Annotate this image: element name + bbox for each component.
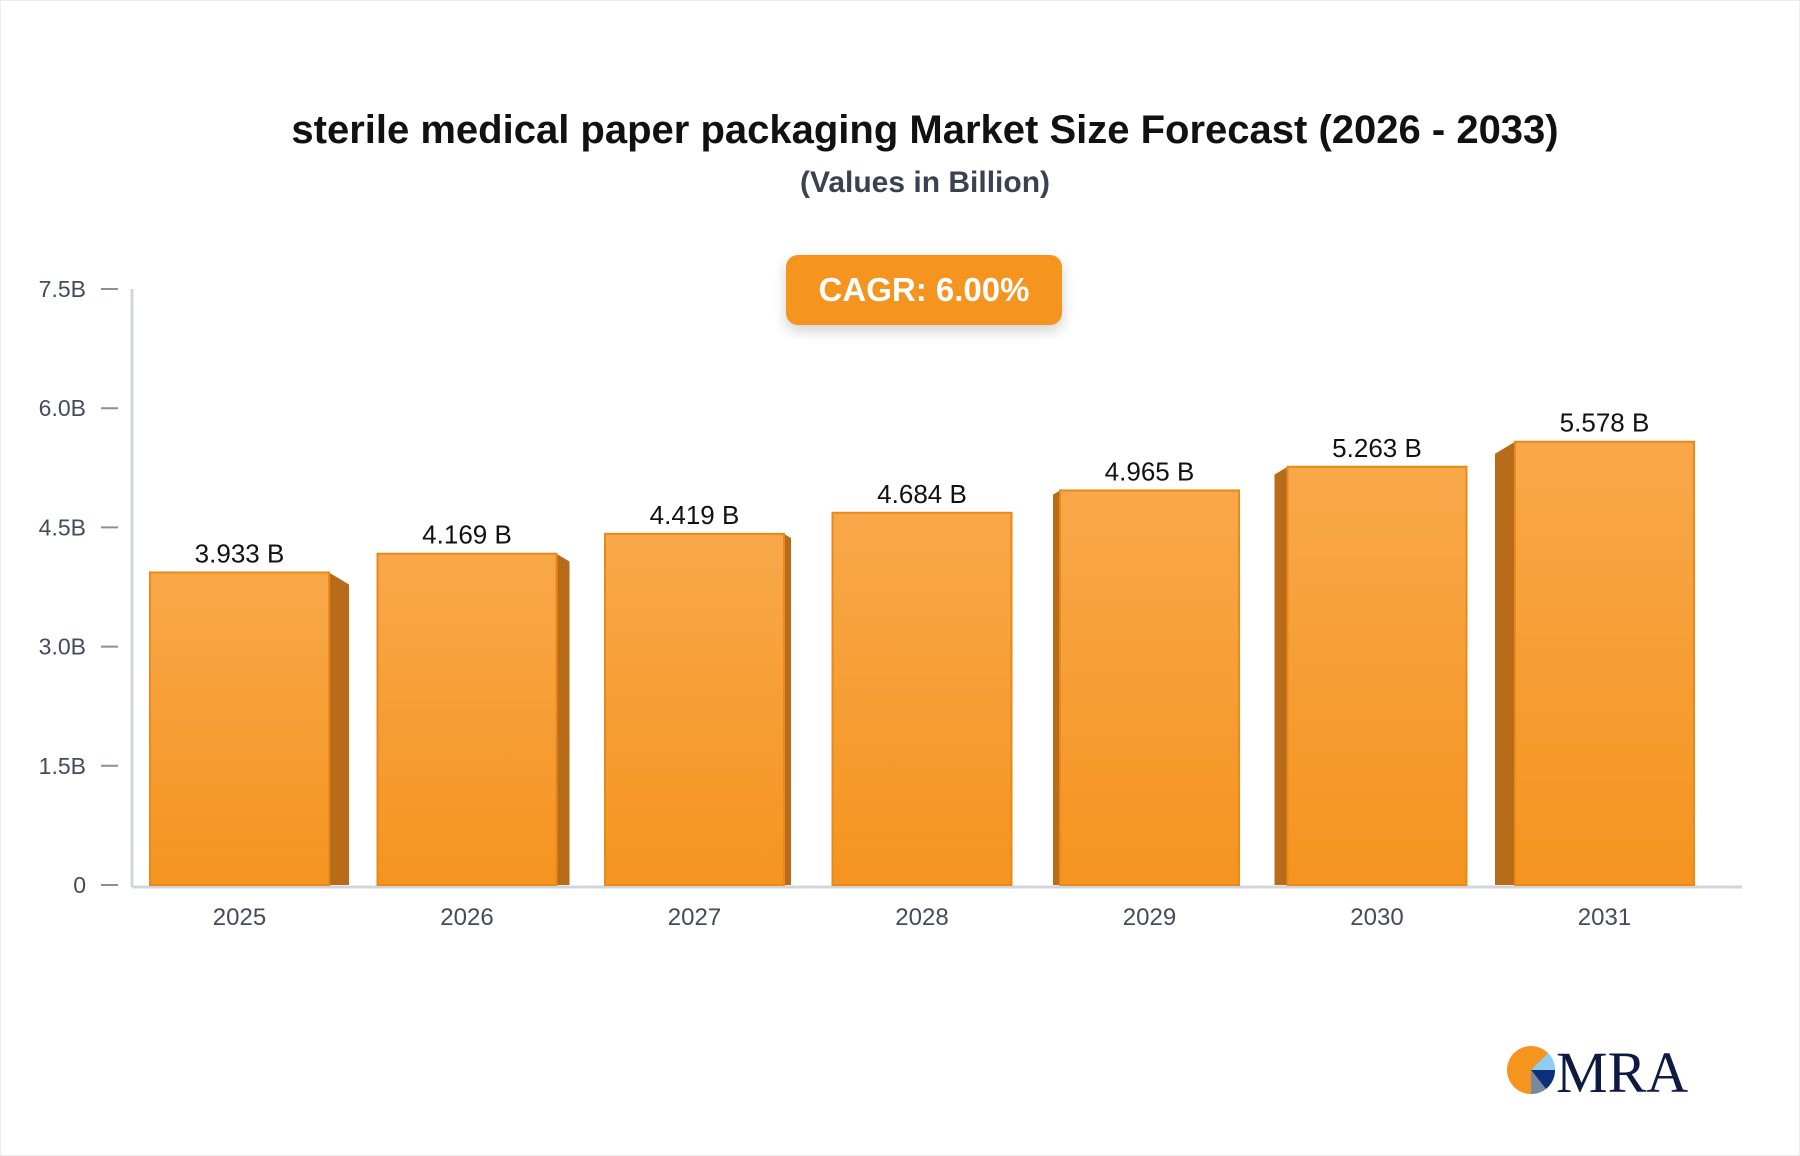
chart-subtitle: (Values in Billion) [799, 166, 1051, 199]
bar-side [1495, 441, 1515, 885]
y-tick-label: 6.0B [39, 395, 86, 421]
bar-side [329, 572, 349, 885]
bar-group: 5.263 B 2030 [1274, 433, 1468, 931]
y-tick-label: 7.5B [39, 276, 86, 302]
bar-side [1053, 490, 1060, 885]
bar-group: 4.684 B 2028 [831, 479, 1013, 931]
bar-value-label: 4.169 B [422, 520, 512, 550]
x-tick-label: 2028 [895, 904, 948, 931]
bar [1286, 465, 1468, 886]
x-tick-label: 2031 [1578, 904, 1631, 931]
bar-group: 4.419 B 2027 [604, 500, 791, 931]
x-tick-label: 2027 [668, 904, 721, 931]
x-tick-label: 2026 [440, 904, 493, 931]
bar-value-label: 4.684 B [877, 479, 967, 509]
bar-side [784, 533, 791, 885]
y-tick-label: 1.5B [39, 753, 86, 779]
bar-side [556, 553, 570, 885]
bar-value-label: 4.419 B [650, 500, 740, 530]
cagr-badge: CAGR: 6.00% [786, 255, 1062, 325]
x-tick-label: 2025 [213, 904, 266, 931]
bar-value-label: 5.263 B [1332, 433, 1422, 463]
bar [376, 552, 558, 887]
bar [831, 511, 1013, 886]
x-tick-label: 2029 [1123, 904, 1176, 931]
bar-group: 4.169 B 2026 [376, 520, 570, 931]
bar-side [1274, 466, 1288, 885]
bar-value-label: 3.933 B [195, 538, 285, 568]
bar [149, 571, 330, 886]
bar-value-label: 4.965 B [1105, 456, 1195, 486]
svg-text:MRA: MRA [1556, 1040, 1688, 1100]
bar-group: 5.578 B 2031 [1495, 408, 1695, 931]
bar-group: 4.965 B 2029 [1053, 456, 1240, 931]
bar [604, 532, 785, 886]
y-tick-label: 4.5B [39, 514, 86, 540]
x-tick-label: 2030 [1350, 904, 1403, 931]
chart-title: sterile medical paper packaging Market S… [291, 108, 1559, 152]
y-tick-label: 0 [73, 872, 86, 898]
bar-group: 3.933 B 2025 [149, 538, 349, 931]
mra-logo: MRA [1507, 1040, 1688, 1100]
bar [1059, 489, 1240, 886]
bar-value-label: 5.578 B [1560, 408, 1650, 438]
y-tick-label: 3.0B [39, 634, 86, 660]
bar [1514, 440, 1695, 886]
